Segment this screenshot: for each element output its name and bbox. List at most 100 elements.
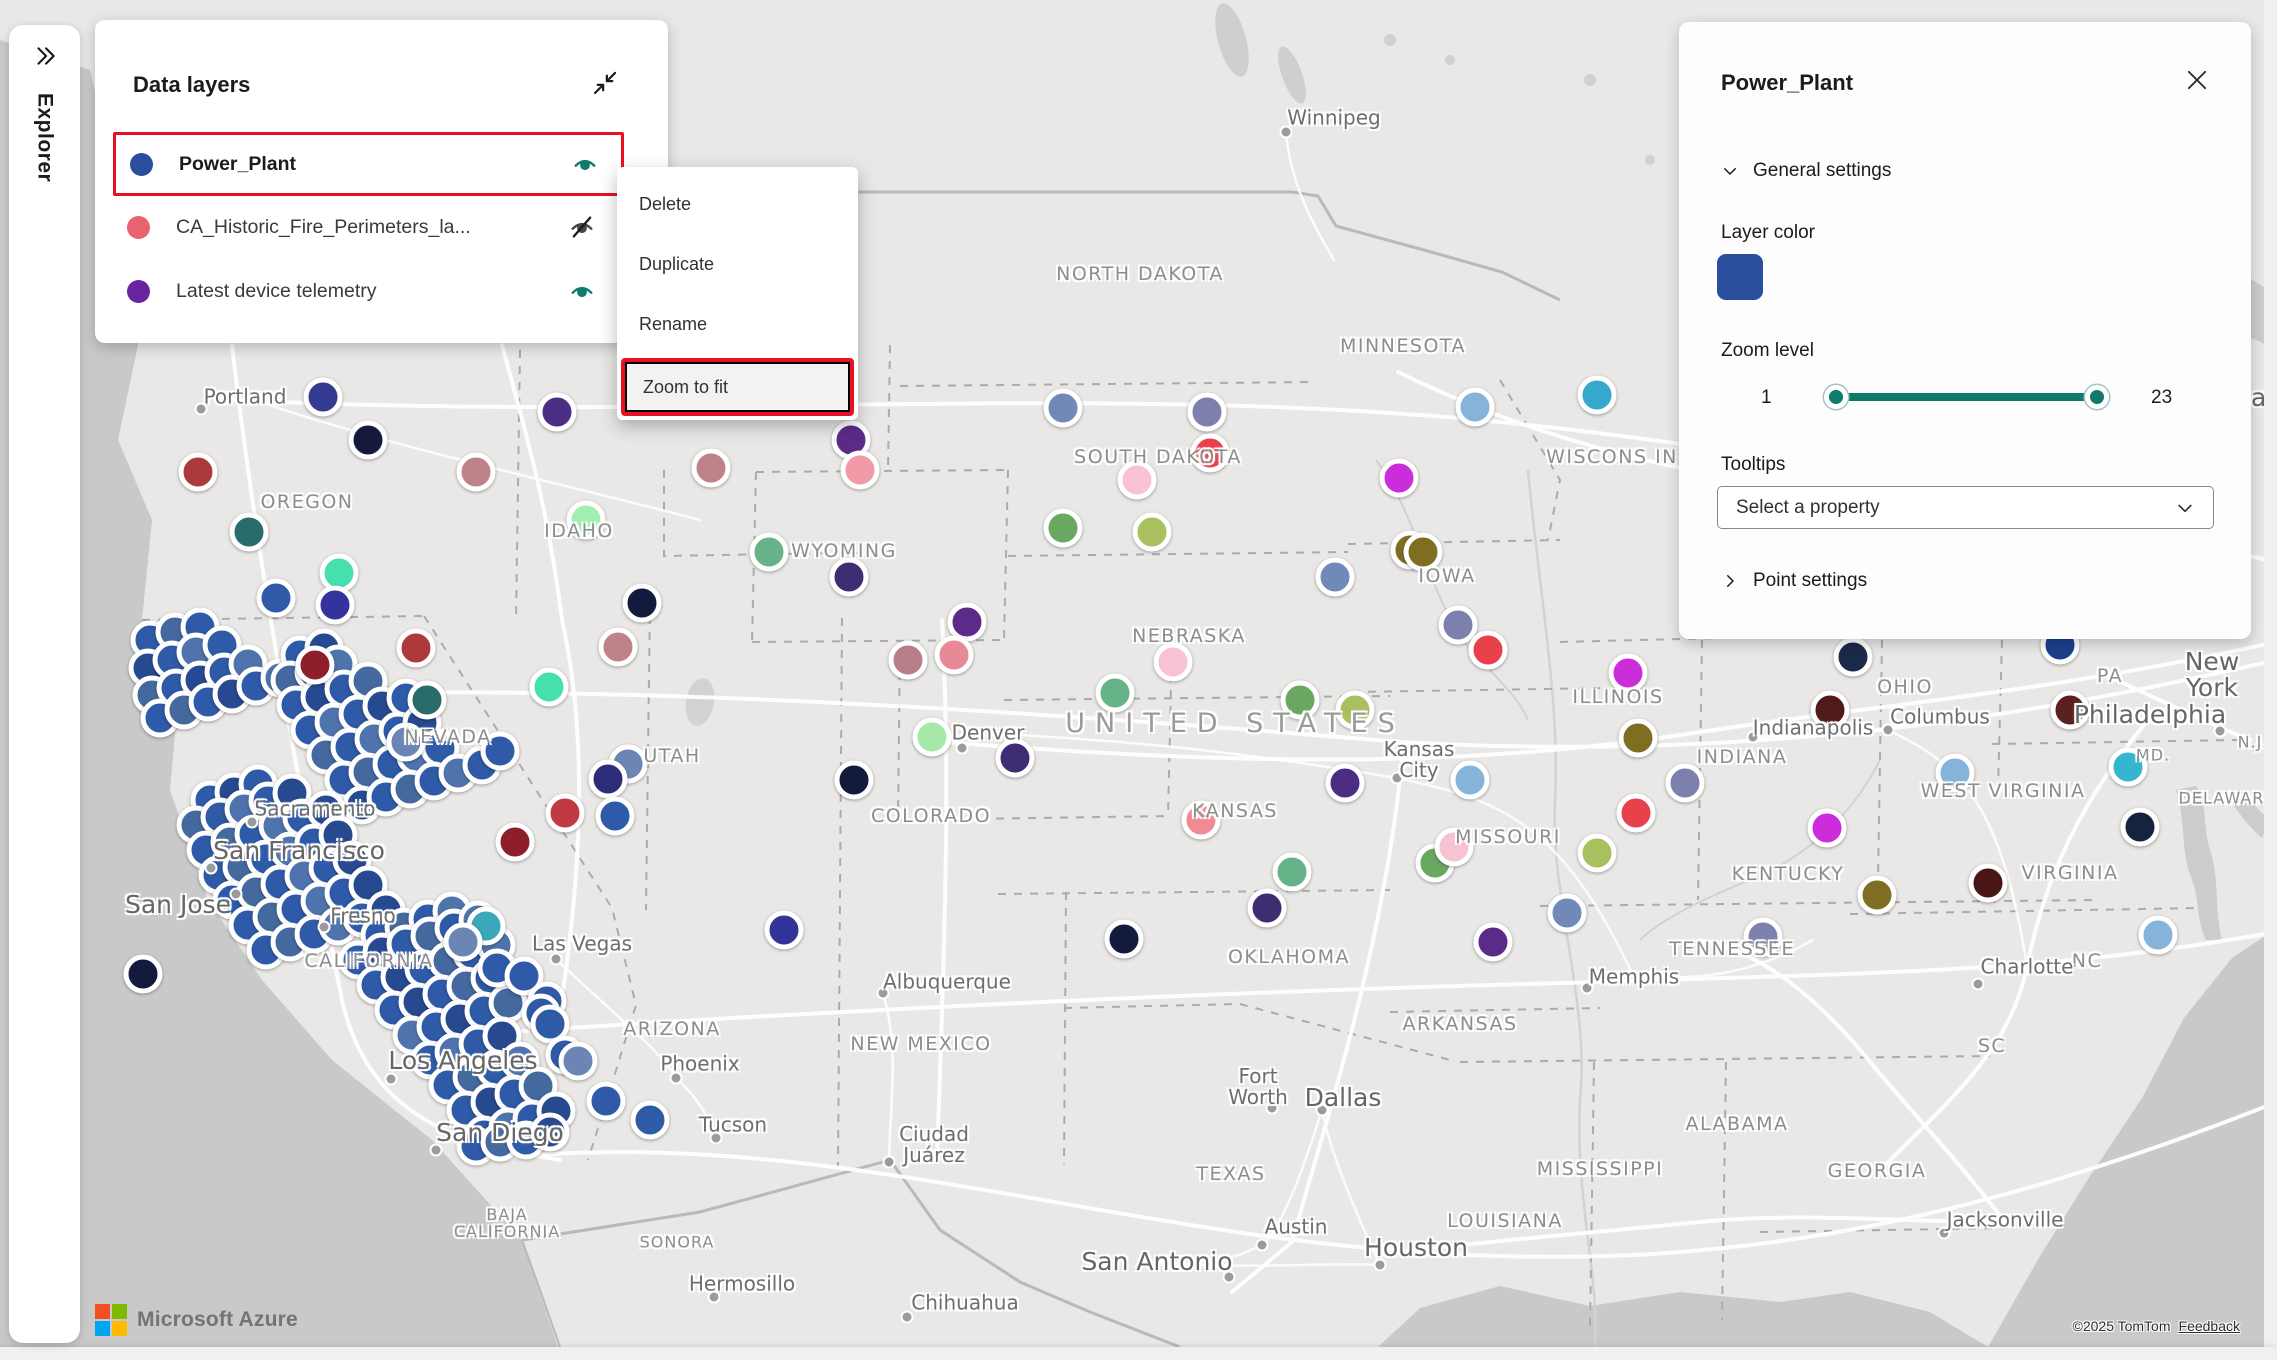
power-plant-point[interactable] xyxy=(530,1112,570,1152)
layer-row-latest-device-telemetry[interactable]: Latest device telemetry xyxy=(113,262,618,320)
collapse-panel-button[interactable] xyxy=(590,68,620,98)
expand-sidebar-button[interactable] xyxy=(32,43,58,69)
power-plant-point[interactable] xyxy=(1810,690,1850,730)
power-plant-point[interactable] xyxy=(2050,690,2090,730)
power-plant-point[interactable] xyxy=(1132,512,1172,552)
explorer-sidebar[interactable]: Explorer xyxy=(9,25,80,1343)
power-plant-point[interactable] xyxy=(834,760,874,800)
power-plant-point[interactable] xyxy=(1315,557,1355,597)
power-plant-point[interactable] xyxy=(1280,680,1320,720)
power-plant-point[interactable] xyxy=(495,822,535,862)
power-plant-point[interactable] xyxy=(1247,888,1287,928)
power-plant-point[interactable] xyxy=(1272,852,1312,892)
feedback-link[interactable]: Feedback xyxy=(2178,1318,2240,1334)
power-plant-point[interactable] xyxy=(504,956,544,996)
power-plant-point[interactable] xyxy=(1438,605,1478,645)
power-plant-point[interactable] xyxy=(2120,807,2160,847)
power-plant-point[interactable] xyxy=(1095,673,1135,713)
general-settings-section-toggle[interactable]: General settings xyxy=(1721,160,1891,182)
power-plant-point[interactable] xyxy=(558,1041,598,1081)
power-plant-point[interactable] xyxy=(586,1081,626,1121)
power-plant-point[interactable] xyxy=(622,583,662,623)
menu-item-duplicate[interactable]: Duplicate xyxy=(639,253,715,274)
visibility-eye-icon[interactable] xyxy=(571,150,599,178)
power-plant-point[interactable] xyxy=(764,910,804,950)
power-plant-point[interactable] xyxy=(1153,642,1193,682)
power-plant-point[interactable] xyxy=(396,628,436,668)
power-plant-point[interactable] xyxy=(229,512,269,552)
power-plant-point[interactable] xyxy=(1325,763,1365,803)
power-plant-point[interactable] xyxy=(1665,763,1705,803)
power-plant-point[interactable] xyxy=(595,796,635,836)
power-plant-point[interactable] xyxy=(482,1016,522,1056)
power-plant-point[interactable] xyxy=(1616,793,1656,833)
power-plant-point[interactable] xyxy=(1190,433,1230,473)
zoom-slider-max-handle[interactable] xyxy=(2085,385,2109,409)
power-plant-point[interactable] xyxy=(2138,915,2178,955)
menu-item-zoom-to-fit[interactable]: Zoom to fit xyxy=(617,358,858,416)
power-plant-point[interactable] xyxy=(256,578,296,618)
power-plant-point[interactable] xyxy=(295,645,335,685)
power-plant-point[interactable] xyxy=(537,392,577,432)
power-plant-point[interactable] xyxy=(1968,863,2008,903)
power-plant-point[interactable] xyxy=(480,731,520,771)
power-plant-point[interactable] xyxy=(1807,808,1847,848)
power-plant-point[interactable] xyxy=(934,635,974,675)
power-plant-point[interactable] xyxy=(1743,917,1783,957)
power-plant-point[interactable] xyxy=(588,759,628,799)
power-plant-point[interactable] xyxy=(829,557,869,597)
power-plant-point[interactable] xyxy=(912,717,952,757)
power-plant-point[interactable] xyxy=(840,450,880,490)
menu-item-rename[interactable]: Rename xyxy=(639,313,708,334)
power-plant-point[interactable] xyxy=(1468,630,1508,670)
power-plant-point[interactable] xyxy=(123,954,163,994)
power-plant-point[interactable] xyxy=(1043,388,1083,428)
power-plant-point[interactable] xyxy=(529,667,569,707)
power-plant-point[interactable] xyxy=(598,627,638,667)
power-plant-point[interactable] xyxy=(1857,875,1897,915)
power-plant-point[interactable] xyxy=(1833,637,1873,677)
power-plant-point[interactable] xyxy=(1434,827,1474,867)
menu-item-delete[interactable]: Delete xyxy=(639,193,692,214)
power-plant-point[interactable] xyxy=(1935,753,1975,793)
power-plant-point[interactable] xyxy=(1473,922,1513,962)
power-plant-point[interactable] xyxy=(1618,718,1658,758)
close-panel-button[interactable] xyxy=(2183,66,2211,94)
power-plant-point[interactable] xyxy=(1577,833,1617,873)
power-plant-point[interactable] xyxy=(1577,375,1617,415)
power-plant-point[interactable] xyxy=(443,922,483,962)
power-plant-point[interactable] xyxy=(1547,893,1587,933)
power-plant-point[interactable] xyxy=(630,1100,670,1140)
power-plant-point[interactable] xyxy=(1455,387,1495,427)
power-plant-point[interactable] xyxy=(315,585,355,625)
zoom-level-slider[interactable] xyxy=(1824,385,2109,409)
power-plant-point[interactable] xyxy=(1104,919,1144,959)
power-plant-point[interactable] xyxy=(691,448,731,488)
power-plant-point[interactable] xyxy=(1608,653,1648,693)
power-plant-point[interactable] xyxy=(1379,458,1419,498)
power-plant-point[interactable] xyxy=(1335,690,1375,730)
visibility-eye-off-icon[interactable] xyxy=(568,213,596,241)
zoom-slider-min-handle[interactable] xyxy=(1824,385,1848,409)
power-plant-point[interactable] xyxy=(749,532,789,572)
power-plant-point[interactable] xyxy=(1181,800,1221,840)
power-plant-point[interactable] xyxy=(1403,532,1443,572)
power-plant-point[interactable] xyxy=(2108,747,2148,787)
power-plant-point[interactable] xyxy=(888,640,928,680)
tooltip-property-dropdown[interactable]: Select a property xyxy=(1717,486,2214,529)
layer-row-power-plant[interactable]: Power_Plant xyxy=(113,132,624,196)
power-plant-point[interactable] xyxy=(386,722,426,762)
power-plant-point[interactable] xyxy=(303,377,343,417)
layer-row-ca-historic-fire-perimeters[interactable]: CA_Historic_Fire_Perimeters_la... xyxy=(113,198,618,256)
power-plant-point[interactable] xyxy=(178,452,218,492)
layer-color-swatch[interactable] xyxy=(1717,254,1763,300)
point-settings-section-toggle[interactable]: Point settings xyxy=(1721,570,1867,592)
power-plant-point[interactable] xyxy=(1117,460,1157,500)
visibility-eye-icon[interactable] xyxy=(568,277,596,305)
power-plant-point[interactable] xyxy=(1187,392,1227,432)
power-plant-point[interactable] xyxy=(407,680,447,720)
power-plant-point[interactable] xyxy=(545,793,585,833)
power-plant-point[interactable] xyxy=(995,738,1035,778)
power-plant-point[interactable] xyxy=(348,420,388,460)
power-plant-point[interactable] xyxy=(947,602,987,642)
